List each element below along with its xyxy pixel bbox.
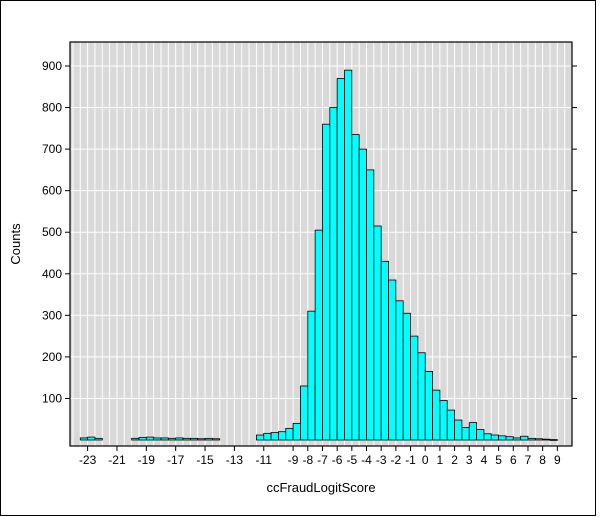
histogram-bar (366, 169, 375, 441)
x-tick-label: 8 (539, 453, 546, 467)
histogram-bar (182, 437, 191, 441)
histogram-bar (476, 429, 485, 441)
x-tick-label: 7 (525, 453, 532, 467)
y-tick-label: 800 (42, 101, 62, 115)
histogram-bar (520, 435, 529, 441)
histogram-bar (153, 437, 162, 441)
histogram-bar (454, 419, 463, 441)
x-tick-label: -3 (376, 453, 387, 467)
histogram-bar (505, 436, 514, 441)
x-tick-label: 9 (554, 453, 561, 467)
histogram-bar (87, 436, 96, 441)
x-tick-label: -7 (317, 453, 328, 467)
histogram-bar (145, 436, 155, 441)
x-tick-label: -9 (288, 453, 299, 467)
histogram-bar (285, 427, 294, 441)
histogram-bar (351, 134, 360, 441)
histogram-bar (329, 107, 338, 441)
histogram-bar (468, 422, 477, 441)
x-tick-label: -5 (346, 453, 357, 467)
x-tick-label: -23 (79, 453, 97, 467)
histogram-bar (300, 385, 309, 441)
histogram-bar (380, 260, 389, 441)
x-tick-label: 0 (422, 453, 429, 467)
histogram-bar (204, 437, 213, 441)
x-tick-label: -21 (108, 453, 126, 467)
histogram-bar (175, 437, 184, 441)
x-tick-label: 1 (437, 453, 444, 467)
histogram-bar (167, 437, 177, 441)
panel-border (69, 41, 573, 447)
y-tick-label: 900 (42, 59, 62, 73)
histogram-bar (417, 352, 426, 441)
y-tick-label: 500 (42, 225, 62, 239)
y-tick-label: 700 (42, 142, 62, 156)
histogram-bar (402, 312, 411, 441)
histogram-bar (358, 148, 367, 441)
x-tick-label: 4 (481, 453, 488, 467)
x-tick-label: -1 (405, 453, 416, 467)
histogram-bar (314, 229, 323, 441)
histogram-bar (410, 335, 419, 441)
y-tick-label: 200 (42, 350, 62, 364)
x-tick-label: -4 (361, 453, 372, 467)
x-tick-label: -17 (167, 453, 185, 467)
histogram-bar (336, 78, 345, 441)
histogram-bar (344, 69, 353, 441)
x-tick-label: 3 (466, 453, 473, 467)
x-tick-label: -15 (196, 453, 214, 467)
x-tick-label: -13 (226, 453, 244, 467)
histogram-bar (189, 437, 199, 441)
histogram-bar (160, 437, 169, 441)
x-tick-label: 5 (495, 453, 502, 467)
histogram-bar (461, 427, 470, 441)
histogram-bar (498, 435, 507, 441)
histogram-bar (549, 439, 558, 441)
x-tick-label: -6 (332, 453, 343, 467)
x-axis-title: ccFraudLogitScore (266, 480, 375, 495)
histogram-bar (512, 437, 522, 441)
histogram-bar (322, 123, 331, 441)
histogram-bar (483, 433, 492, 441)
histogram-bar (94, 437, 103, 441)
histogram-bar (307, 310, 316, 441)
histogram-bar (270, 432, 279, 441)
histogram-bar (432, 389, 441, 441)
histogram-bar (446, 409, 455, 441)
x-tick-label: -8 (302, 453, 313, 467)
histogram-bar (490, 434, 500, 441)
histogram-bar (278, 431, 287, 441)
histogram-bar (439, 400, 448, 441)
histogram-bar (388, 279, 397, 441)
y-tick-label: 300 (42, 308, 62, 322)
histogram-bar (292, 422, 301, 441)
histogram-bar (256, 434, 265, 441)
x-tick-label: -19 (138, 453, 156, 467)
y-tick-label: 600 (42, 184, 62, 198)
histogram-bar (197, 438, 206, 441)
histogram-bar (527, 437, 536, 441)
histogram-bar (373, 225, 382, 441)
x-tick-label: -2 (391, 453, 402, 467)
y-tick-label: 400 (42, 267, 62, 281)
histogram-bar (79, 437, 89, 441)
histogram-bar (395, 300, 404, 441)
y-tick-label: 100 (42, 391, 62, 405)
histogram-bar (211, 438, 221, 441)
histogram-bar (424, 371, 433, 441)
x-tick-label: 6 (510, 453, 517, 467)
histogram-bar (534, 438, 544, 441)
histogram-bar (263, 432, 272, 441)
histogram-bar (542, 438, 551, 441)
x-tick-label: 2 (451, 453, 458, 467)
y-axis-title: Counts (8, 223, 23, 265)
histogram-bar (131, 437, 140, 441)
histogram-bar (138, 437, 147, 441)
x-tick-label: -11 (256, 453, 273, 467)
plot-render-layer: -23 -21 -19 -17 -15 -13 -11 -9 -8 -7 -6 -5 -4 -3 -2 -1 0… (0, 0, 596, 516)
